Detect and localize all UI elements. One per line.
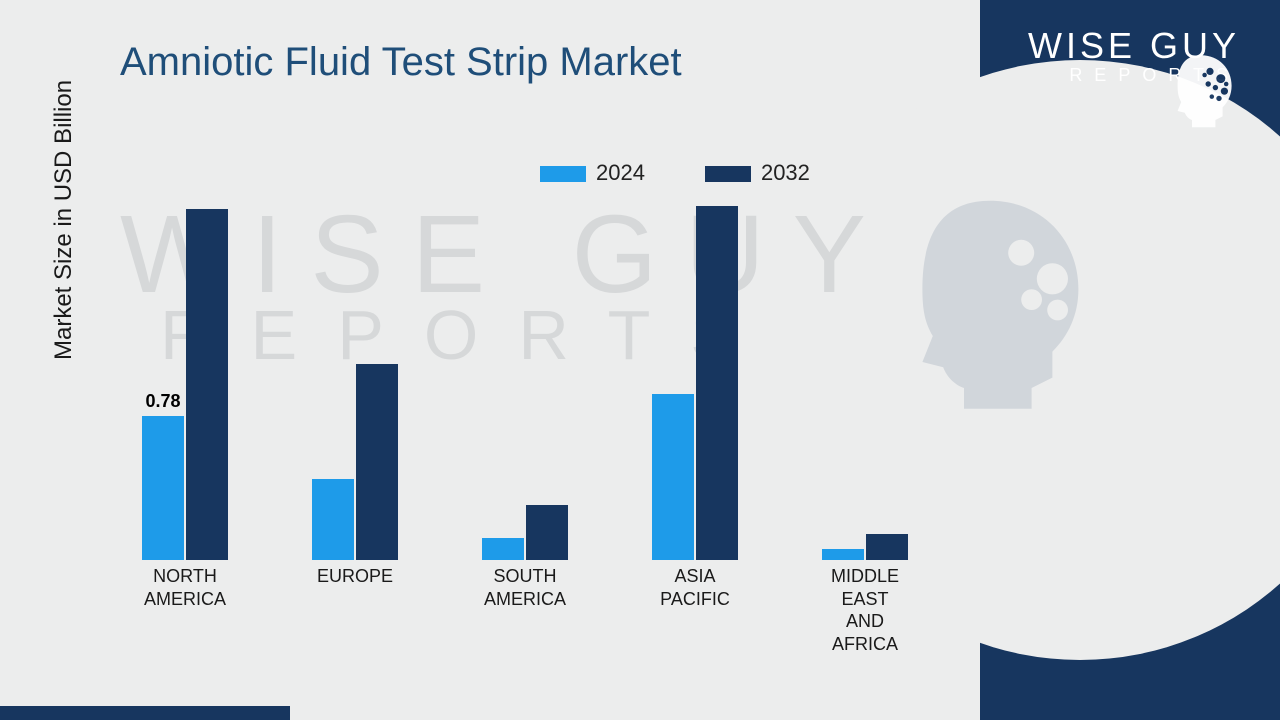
- legend-label: 2032: [761, 160, 810, 185]
- bar: [526, 505, 568, 560]
- x-axis-label: ASIA PACIFIC: [620, 565, 770, 610]
- legend-label: 2024: [596, 160, 645, 185]
- bar: [356, 364, 398, 560]
- legend-swatch-icon: [540, 166, 586, 182]
- bar: [696, 206, 738, 560]
- bar: [312, 479, 354, 560]
- value-label: 0.78: [145, 391, 180, 412]
- y-axis-label: Market Size in USD Billion: [50, 80, 78, 360]
- bar: [142, 416, 184, 560]
- footer-accent-bar: [0, 706, 290, 720]
- x-axis-label: EUROPE: [280, 565, 430, 588]
- plot-area: NORTH AMERICAEUROPESOUTH AMERICAASIA PAC…: [110, 200, 960, 560]
- legend-item: 2032: [705, 160, 810, 186]
- chart-canvas: WISE GUY REPORTS Amniotic Fluid Test Str…: [0, 0, 1280, 720]
- x-axis-label: NORTH AMERICA: [110, 565, 260, 610]
- logo-head-icon: [1156, 48, 1246, 138]
- x-axis-label: MIDDLE EAST AND AFRICA: [790, 565, 940, 655]
- bar: [822, 549, 864, 560]
- bar: [482, 538, 524, 560]
- legend: 2024 2032: [540, 160, 810, 186]
- bar: [186, 209, 228, 560]
- brand-logo: WISE GUY REPORTS: [1028, 28, 1240, 84]
- chart-title: Amniotic Fluid Test Strip Market: [120, 40, 682, 85]
- x-axis-label: SOUTH AMERICA: [450, 565, 600, 610]
- legend-item: 2024: [540, 160, 645, 186]
- bar: [652, 394, 694, 560]
- bar: [866, 534, 908, 560]
- legend-swatch-icon: [705, 166, 751, 182]
